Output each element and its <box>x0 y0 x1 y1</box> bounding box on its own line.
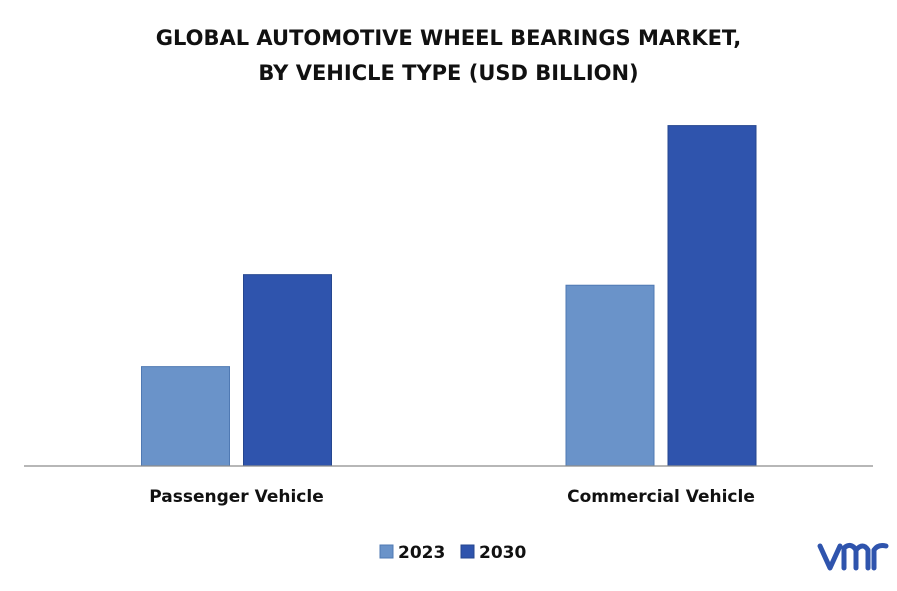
bar-passenger-vehicle-2030 <box>243 274 332 467</box>
bar-commercial-vehicle-2030 <box>667 125 757 467</box>
category-label-commercial-vehicle: Commercial Vehicle <box>567 487 755 507</box>
bars-layer <box>141 125 757 467</box>
legend-swatch-2030 <box>460 544 475 559</box>
legend: 2023 2030 <box>379 543 526 563</box>
logo-v-shape <box>817 543 843 571</box>
chart-title-line-2: BY VEHICLE TYPE (USD BILLION) <box>258 61 638 85</box>
chart-title-line-1: GLOBAL AUTOMOTIVE WHEEL BEARINGS MARKET, <box>156 26 742 50</box>
legend-label-2023: 2023 <box>398 543 445 563</box>
category-labels: Passenger Vehicle Commercial Vehicle <box>149 487 755 507</box>
vmr-logo-icon <box>817 542 889 571</box>
legend-swatch-2023 <box>379 544 394 559</box>
logo-m-shape <box>841 542 871 571</box>
bar-passenger-vehicle-2023 <box>141 366 230 467</box>
legend-label-2030: 2030 <box>479 543 526 563</box>
category-label-passenger-vehicle: Passenger Vehicle <box>149 487 323 507</box>
bar-commercial-vehicle-2023 <box>565 284 655 467</box>
logo-r-shape <box>871 543 889 571</box>
chart-title: GLOBAL AUTOMOTIVE WHEEL BEARINGS MARKET,… <box>156 26 742 85</box>
